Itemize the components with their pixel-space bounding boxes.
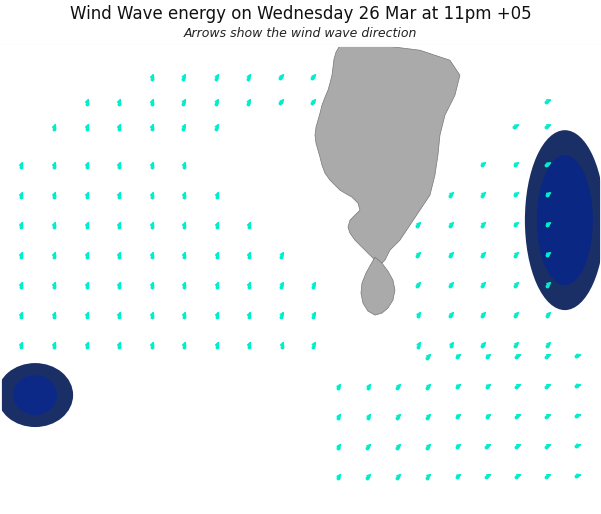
Polygon shape [315,45,460,265]
Ellipse shape [13,375,57,415]
Text: Wind Wave energy on Wednesday 26 Mar at 11pm +05: Wind Wave energy on Wednesday 26 Mar at … [70,6,531,24]
Polygon shape [361,257,395,315]
Ellipse shape [537,155,593,285]
Text: Arrows show the wind wave direction: Arrows show the wind wave direction [184,27,417,41]
Ellipse shape [525,130,601,310]
Ellipse shape [0,363,73,427]
